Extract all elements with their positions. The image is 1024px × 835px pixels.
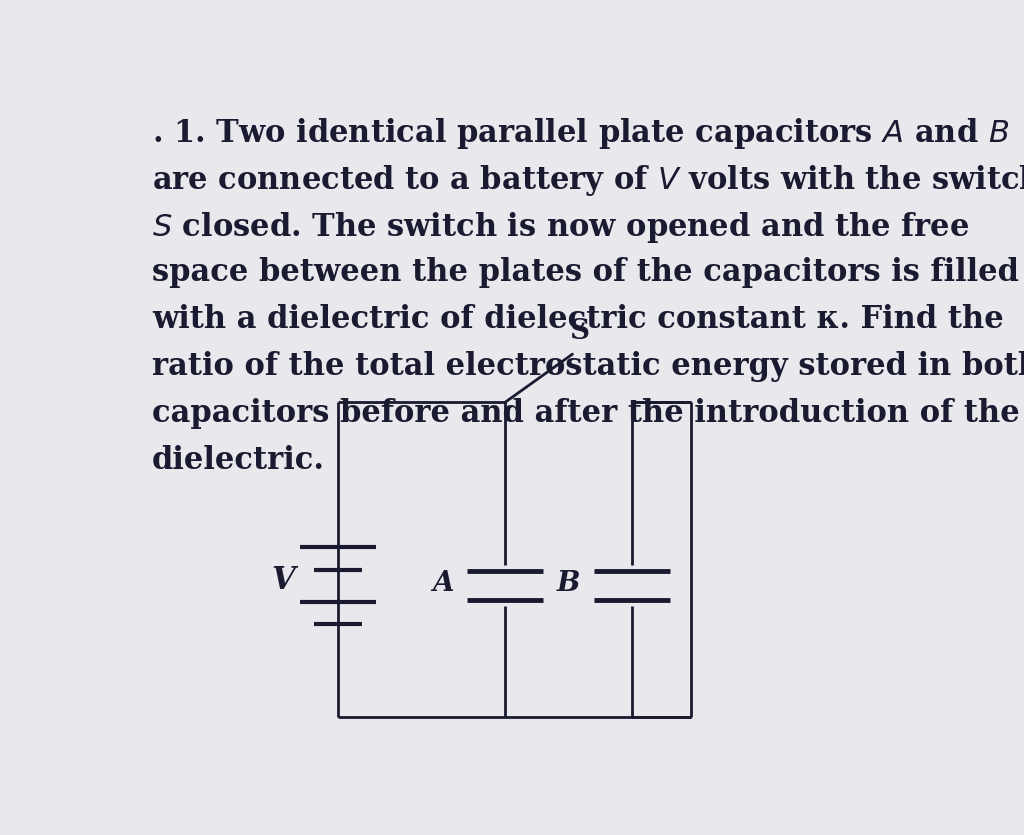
Text: B: B — [557, 570, 581, 597]
Text: V: V — [271, 565, 295, 596]
Text: S: S — [568, 317, 589, 345]
Text: capacitors before and after the introduction of the: capacitors before and after the introduc… — [152, 398, 1020, 429]
Text: A: A — [432, 570, 454, 597]
Text: dielectric.: dielectric. — [152, 445, 325, 476]
Text: $\mathit{S}$ closed. The switch is now opened and the free: $\mathit{S}$ closed. The switch is now o… — [152, 210, 969, 245]
Text: space between the plates of the capacitors is filled: space between the plates of the capacito… — [152, 257, 1019, 288]
Text: with a dielectric of dielectric constant κ. Find the: with a dielectric of dielectric constant… — [152, 304, 1004, 335]
Text: are connected to a battery of $\mathit{V}$ volts with the switch: are connected to a battery of $\mathit{V… — [152, 163, 1024, 198]
Text: . 1. Two identical parallel plate capacitors $\mathit{A}$ and $\mathit{B}$: . 1. Two identical parallel plate capaci… — [152, 116, 1009, 151]
Text: ratio of the total electrostatic energy stored in both: ratio of the total electrostatic energy … — [152, 351, 1024, 382]
